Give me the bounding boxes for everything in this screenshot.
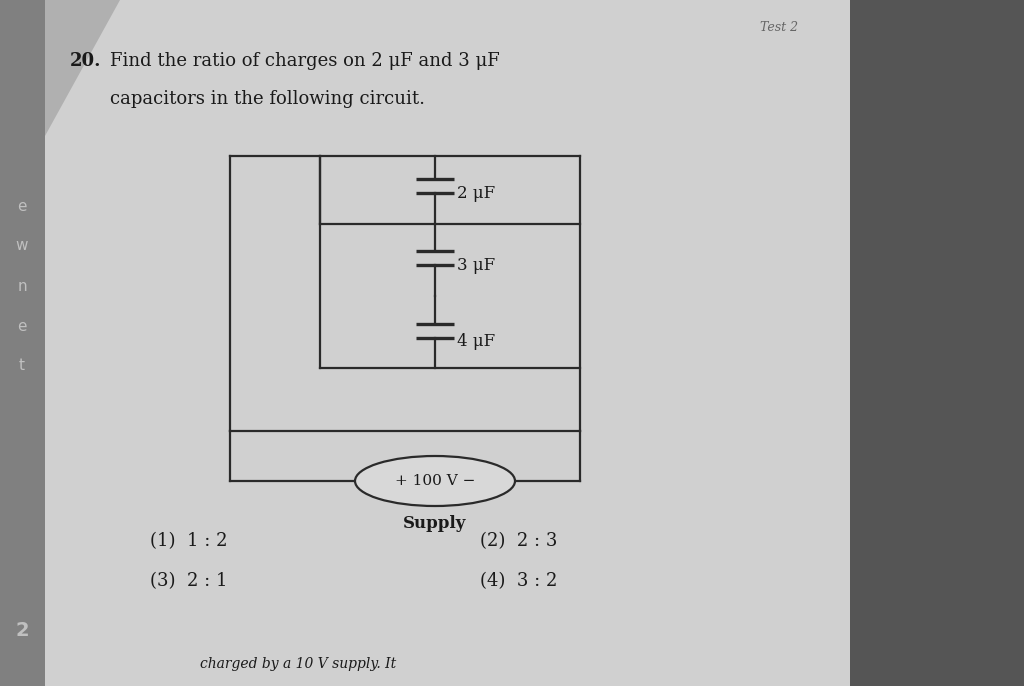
FancyBboxPatch shape bbox=[0, 0, 45, 686]
Text: 20.: 20. bbox=[70, 52, 101, 70]
Text: Find the ratio of charges on 2 μF and 3 μF: Find the ratio of charges on 2 μF and 3 … bbox=[110, 52, 500, 70]
Text: t: t bbox=[19, 359, 25, 373]
Text: 4 μF: 4 μF bbox=[457, 333, 496, 350]
Text: (1)  1 : 2: (1) 1 : 2 bbox=[150, 532, 227, 550]
Text: (4)  3 : 2: (4) 3 : 2 bbox=[480, 572, 557, 590]
Text: + 100 V −: + 100 V − bbox=[395, 474, 475, 488]
Text: e: e bbox=[17, 318, 27, 333]
Text: n: n bbox=[17, 279, 27, 294]
Text: charged by a 10 V supply. It: charged by a 10 V supply. It bbox=[200, 657, 396, 671]
Text: (2)  2 : 3: (2) 2 : 3 bbox=[480, 532, 557, 550]
Text: (3)  2 : 1: (3) 2 : 1 bbox=[150, 572, 227, 590]
Text: 2: 2 bbox=[15, 622, 29, 641]
Text: Test 2: Test 2 bbox=[760, 21, 798, 34]
Text: Supply: Supply bbox=[403, 514, 467, 532]
Text: 3 μF: 3 μF bbox=[457, 257, 496, 274]
Text: capacitors in the following circuit.: capacitors in the following circuit. bbox=[110, 90, 425, 108]
FancyBboxPatch shape bbox=[850, 0, 1024, 686]
Ellipse shape bbox=[355, 456, 515, 506]
Polygon shape bbox=[45, 0, 1024, 686]
Text: w: w bbox=[15, 239, 29, 254]
Text: 2 μF: 2 μF bbox=[457, 185, 496, 202]
Text: e: e bbox=[17, 198, 27, 213]
